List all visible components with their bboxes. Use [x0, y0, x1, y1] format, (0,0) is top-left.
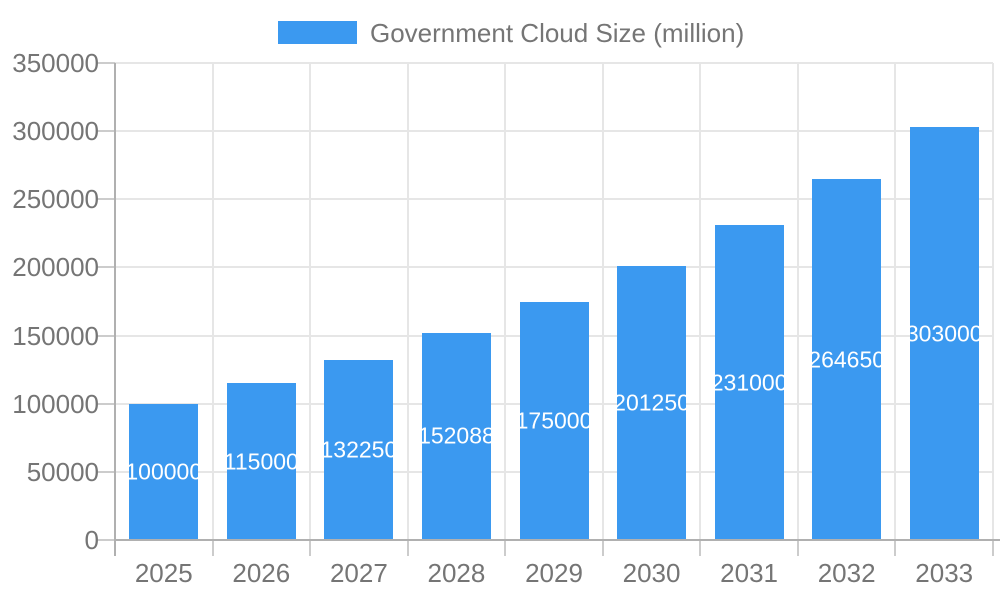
x-axis-label: 2026 [232, 558, 291, 588]
v-gridline [894, 63, 897, 540]
y-tick [96, 470, 115, 473]
x-axis-label: 2032 [817, 558, 876, 588]
bar[interactable]: 132250 [324, 359, 394, 540]
x-tick [894, 541, 897, 556]
bar-value-label: 132250 [324, 436, 394, 463]
bar-value-label: 264650 [812, 346, 882, 373]
y-tick [96, 402, 115, 405]
y-axis-line [114, 63, 116, 556]
y-axis-label: 350000 [12, 48, 99, 78]
v-gridline [601, 63, 604, 540]
v-gridline [211, 63, 214, 540]
x-axis-label: 2031 [720, 558, 779, 588]
bar[interactable]: 201250 [617, 265, 687, 540]
bar[interactable]: 152088 [421, 332, 491, 540]
bar-value-label: 115000 [226, 448, 296, 475]
h-gridline [115, 62, 993, 64]
y-axis-label: 300000 [12, 116, 99, 147]
y-axis-label: 200000 [12, 252, 99, 283]
x-axis-label: 2030 [622, 558, 681, 588]
v-gridline [504, 63, 507, 540]
legend-swatch[interactable] [278, 21, 357, 44]
x-tick [504, 541, 507, 556]
v-gridline [406, 63, 409, 540]
x-tick [406, 541, 409, 556]
x-tick [992, 541, 994, 556]
x-axis-label: 2027 [329, 558, 388, 588]
bar[interactable]: 303000 [909, 127, 979, 540]
x-tick [699, 541, 702, 556]
bar[interactable]: 100000 [129, 403, 199, 540]
v-gridline [796, 63, 799, 540]
y-axis-label: 250000 [12, 184, 99, 215]
bar-value-label: 175000 [519, 407, 589, 434]
x-tick [211, 541, 214, 556]
bar-value-label: 201250 [617, 389, 687, 416]
bar-value-label: 100000 [129, 458, 199, 485]
bar[interactable]: 264650 [812, 179, 882, 540]
y-tick [96, 130, 115, 133]
x-tick [796, 541, 799, 556]
h-gridline [115, 130, 993, 133]
x-axis-label: 2029 [525, 558, 583, 588]
y-tick [96, 539, 115, 541]
x-axis-label: 2033 [915, 558, 974, 588]
y-tick [96, 334, 115, 337]
v-gridline [699, 63, 702, 540]
y-tick [96, 266, 115, 269]
x-axis-label: 2025 [134, 558, 193, 588]
y-axis-label: 100000 [12, 388, 99, 419]
h-gridline [115, 198, 993, 201]
x-axis-label: 2028 [427, 558, 486, 588]
bar[interactable]: 115000 [226, 383, 296, 540]
bar[interactable]: 231000 [714, 225, 784, 540]
x-axis-line [115, 539, 1000, 541]
bar-value-label: 152088 [421, 422, 491, 449]
y-axis-label: 0 [84, 525, 99, 555]
v-gridline [992, 63, 994, 540]
legend-label[interactable]: Government Cloud Size (million) [370, 18, 745, 48]
y-tick [96, 62, 115, 64]
y-axis-label: 50000 [26, 456, 99, 487]
v-gridline [309, 63, 312, 540]
h-gridline [115, 266, 993, 269]
bar-value-label: 303000 [909, 320, 979, 347]
y-tick [96, 198, 115, 201]
x-tick [309, 541, 312, 556]
bar-value-label: 231000 [714, 369, 784, 396]
bar[interactable]: 175000 [519, 301, 589, 540]
x-tick [601, 541, 604, 556]
y-axis-label: 150000 [12, 320, 99, 351]
